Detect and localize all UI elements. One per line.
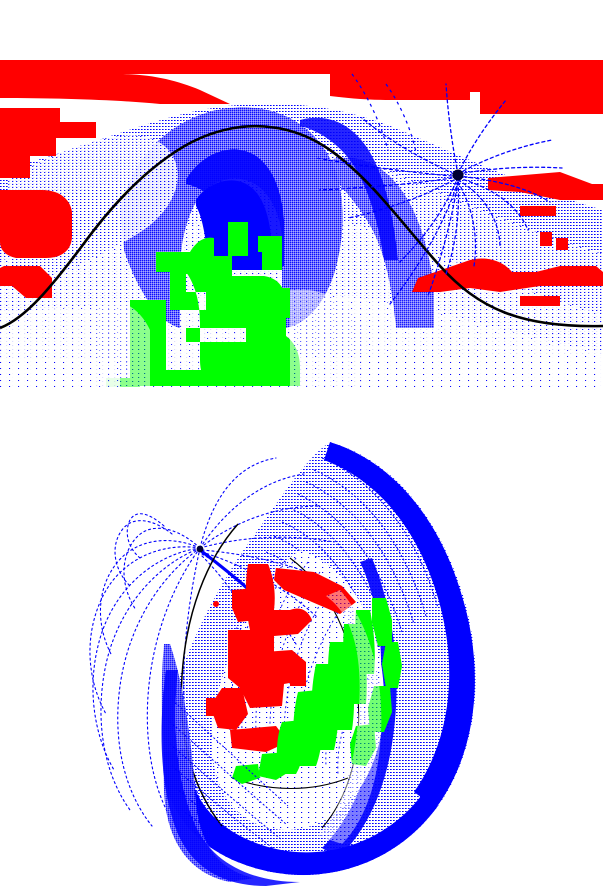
separatrix-curve-3d [180,523,239,827]
field-line-overlay-3d [318,590,382,844]
null-point-marker-3d [196,545,204,553]
flux-shell-lower-texture [169,699,289,873]
field-line-bottom-mist [0,356,603,387]
rectangular-projection-panel [0,60,603,387]
flux-shell-lower-left [161,644,300,886]
null-point-marker [452,169,464,181]
footpoint-marker-3d [213,601,219,607]
region-red-group [0,60,603,306]
field-line-right-slope [300,117,434,328]
null-point-fan-lines [315,83,563,305]
rectangular-projection-plot [0,60,603,387]
oblique-3d-panel [0,430,603,893]
separatrix-curve [0,124,603,330]
oblique-3d-plot [0,430,603,893]
field-line-upper-right-arcs [351,73,417,153]
